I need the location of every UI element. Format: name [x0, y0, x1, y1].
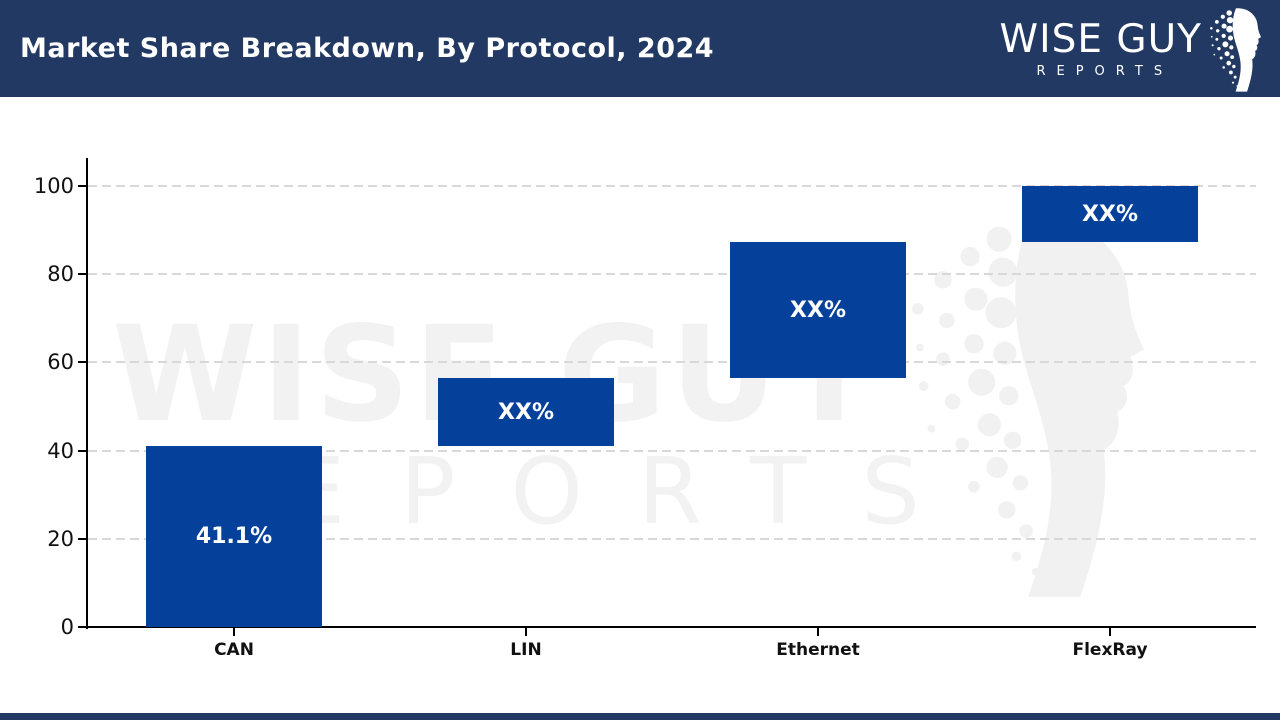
gridline — [88, 449, 1256, 452]
bar-ethernet: XX% — [730, 242, 906, 379]
gridline — [88, 185, 1256, 187]
y-axis-tick-label: 100 — [33, 174, 74, 198]
y-axis-tick-label: 60 — [47, 350, 74, 375]
wiseguy-logo: WISE GUY REPORTS — [1000, 4, 1268, 94]
y-axis-tick — [78, 537, 86, 540]
x-axis-tick — [1109, 628, 1111, 636]
x-axis-category-label: CAN — [214, 640, 254, 660]
x-axis-tick — [233, 628, 235, 636]
x-axis-category-label: Ethernet — [776, 640, 860, 660]
y-axis-tick — [78, 361, 86, 364]
gridline — [88, 361, 1256, 364]
y-axis-tick-label: 40 — [47, 438, 74, 463]
x-axis-tick — [525, 628, 527, 636]
x-axis-category-label: FlexRay — [1072, 640, 1148, 660]
logo-subtitle: REPORTS — [1036, 64, 1174, 79]
y-axis-line — [86, 158, 88, 629]
header-bar: Market Share Breakdown, By Protocol, 202… — [0, 0, 1280, 97]
bar-value-label: XX% — [1082, 201, 1138, 227]
y-axis-tick — [78, 449, 86, 452]
y-axis-tick — [78, 273, 86, 276]
logo-text: WISE GUY REPORTS — [999, 17, 1202, 80]
y-axis-tick-label: 80 — [47, 262, 74, 287]
y-axis-tick-label: 20 — [47, 526, 74, 551]
gridline — [88, 273, 1256, 276]
x-axis-category-label: LIN — [510, 640, 542, 660]
footer-bar — [0, 713, 1280, 720]
x-axis-tick — [817, 628, 819, 636]
bar-value-label: XX% — [790, 297, 846, 323]
logo-wordmark: WISE GUY — [999, 17, 1202, 62]
y-axis-tick — [78, 626, 86, 628]
bar-lin: XX% — [438, 378, 614, 446]
wiseguy-head-logo-icon — [1204, 7, 1268, 92]
bar-flexray: XX% — [1022, 186, 1198, 243]
gridline — [88, 537, 1256, 540]
bar-value-label: 41.1% — [195, 523, 273, 549]
y-axis-tick — [78, 185, 86, 187]
bar-value-label: XX% — [498, 399, 554, 425]
x-axis-line — [86, 626, 1256, 628]
chart-title: Market Share Breakdown, By Protocol, 202… — [20, 33, 715, 64]
y-axis-tick-label: 0 — [60, 615, 74, 639]
bar-can: 41.1% — [146, 445, 322, 627]
